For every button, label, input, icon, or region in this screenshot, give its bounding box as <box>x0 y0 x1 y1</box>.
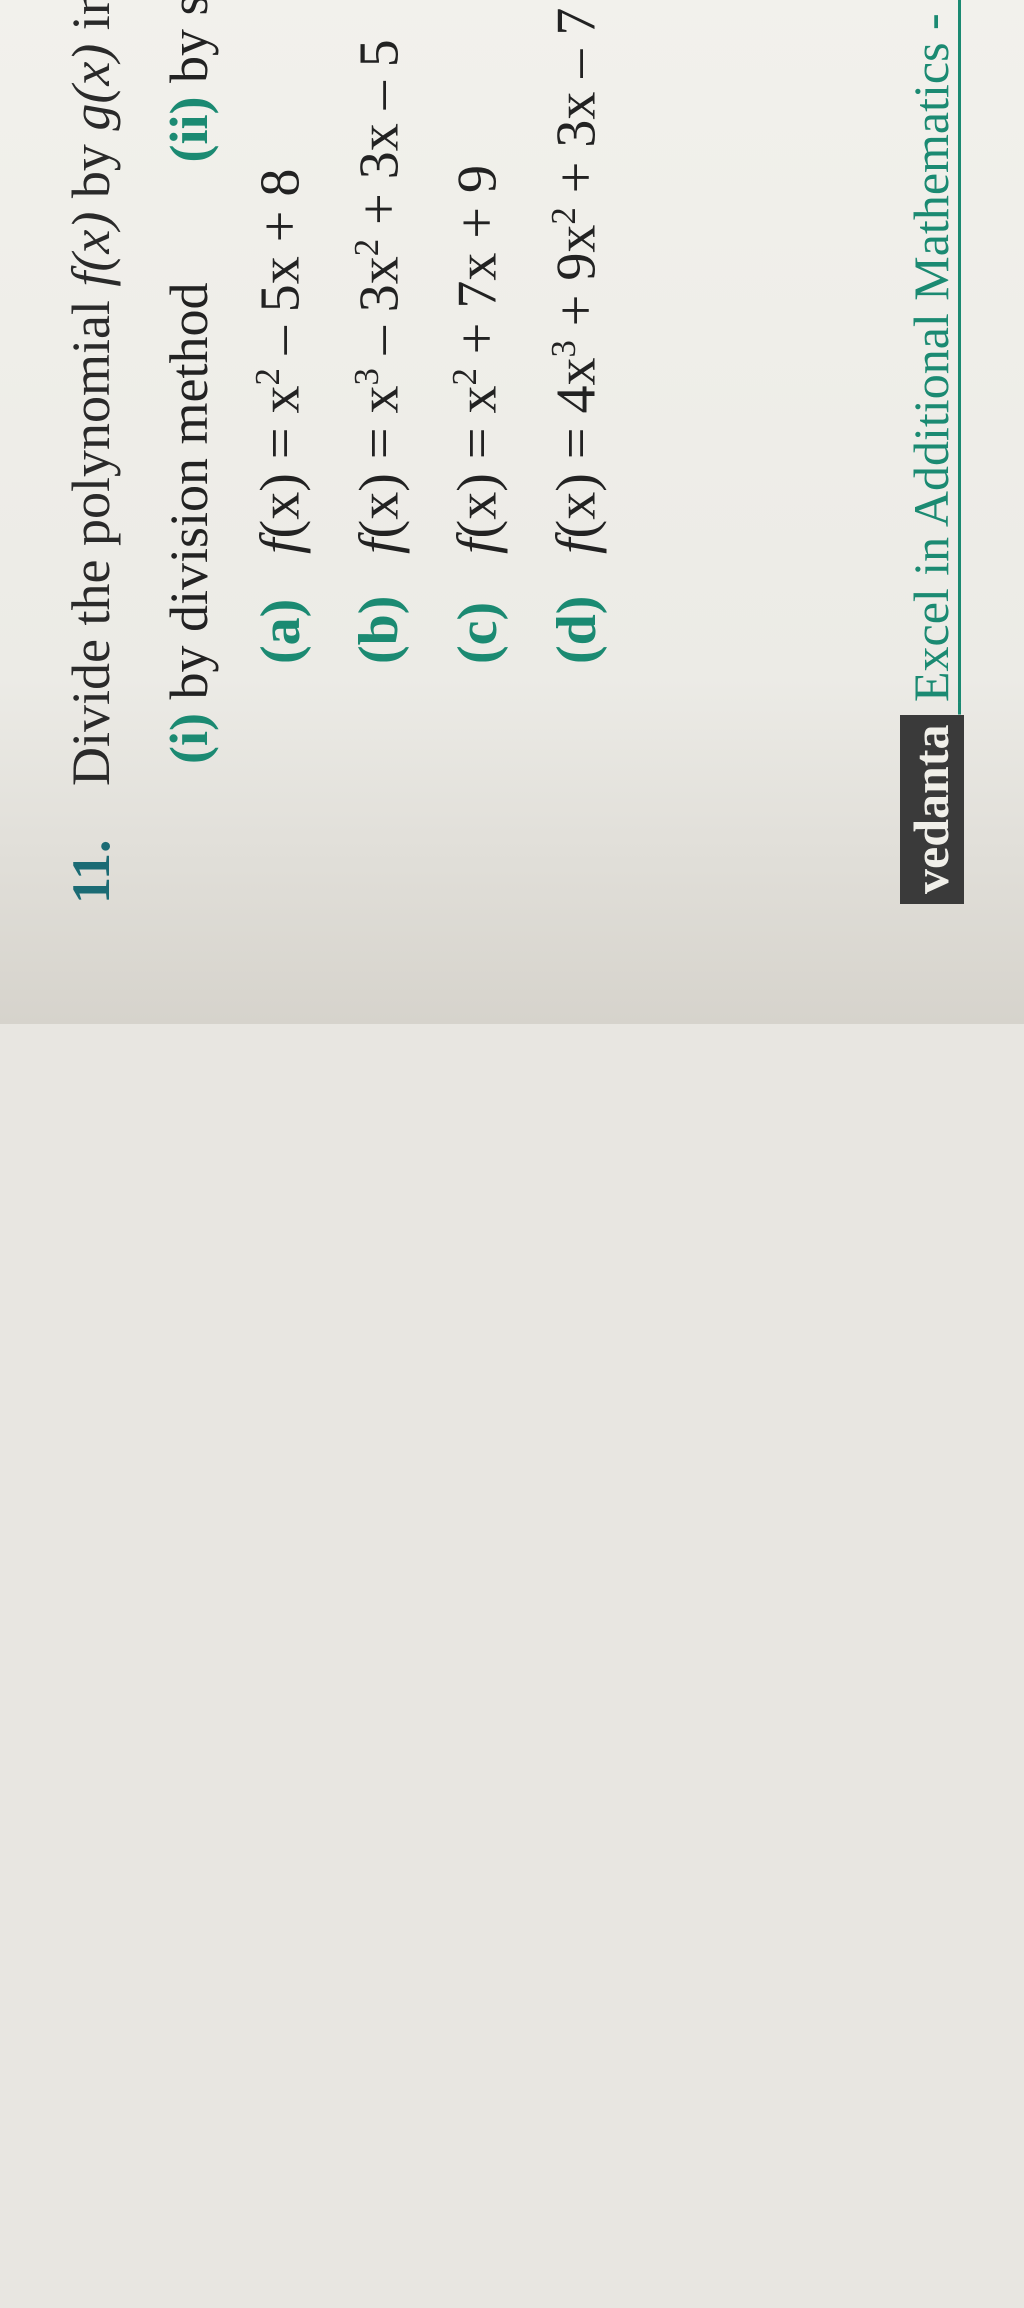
question-lead: Divide the polynomial <box>61 287 121 786</box>
methods-row: (i) by division method (ii) by synthetic… <box>158 0 220 764</box>
method-ii-text: by synthetic division meth <box>159 0 219 83</box>
option-c-fx: f(x) = x2 + 7x + 9 <box>445 0 510 554</box>
question-tail: in the following : <box>61 0 121 44</box>
brand-badge: vedanta <box>900 715 964 904</box>
option-c-label: (c) <box>446 554 510 664</box>
option-c-row: (c) f(x) = x2 + 7x + 9 and g(x) = x + 3 <box>445 0 510 664</box>
option-a-row: (a) f(x) = x2 – 5x + 8 and g(x) = x – 4 <box>248 0 313 664</box>
option-d-row: (d) f(x) = 4x3 + 9x2 + 3x – 7 and g(x) =… <box>544 0 609 664</box>
question-number: 11. <box>60 814 122 904</box>
gx-symbol: g(x) <box>61 44 121 131</box>
method-i: (i) by division method <box>158 283 220 764</box>
method-ii: (ii) by synthetic division meth <box>158 0 220 163</box>
option-d-fx: f(x) = 4x3 + 9x2 + 3x – 7 <box>544 0 609 554</box>
method-i-text: by division method <box>159 283 219 700</box>
method-ii-label: (ii) <box>159 97 219 163</box>
option-b-row: (b) f(x) = x3 – 3x2 + 3x – 5 and g(x) = … <box>347 0 412 664</box>
option-b-label: (b) <box>347 554 411 664</box>
option-b-fx: f(x) = x3 – 3x2 + 3x – 5 <box>347 0 412 554</box>
question-text: Divide the polynomial f(x) by g(x) in th… <box>60 0 122 786</box>
fx-symbol: f(x) <box>61 212 121 287</box>
question-row: 11. Divide the polynomial f(x) by g(x) i… <box>60 0 122 904</box>
option-d-label: (d) <box>545 554 609 664</box>
page-scan: 11. Divide the polynomial f(x) by g(x) i… <box>0 0 1024 1024</box>
footer-line: vedanta Excel in Additional Mathematics … <box>900 0 964 904</box>
footer-title: Excel in Additional Mathematics - Book 8 <box>903 0 959 702</box>
method-i-label: (i) <box>159 713 219 764</box>
question-mid: by <box>61 131 121 212</box>
option-a-label: (a) <box>249 554 313 664</box>
option-a-fx: f(x) = x2 – 5x + 8 <box>248 0 313 554</box>
